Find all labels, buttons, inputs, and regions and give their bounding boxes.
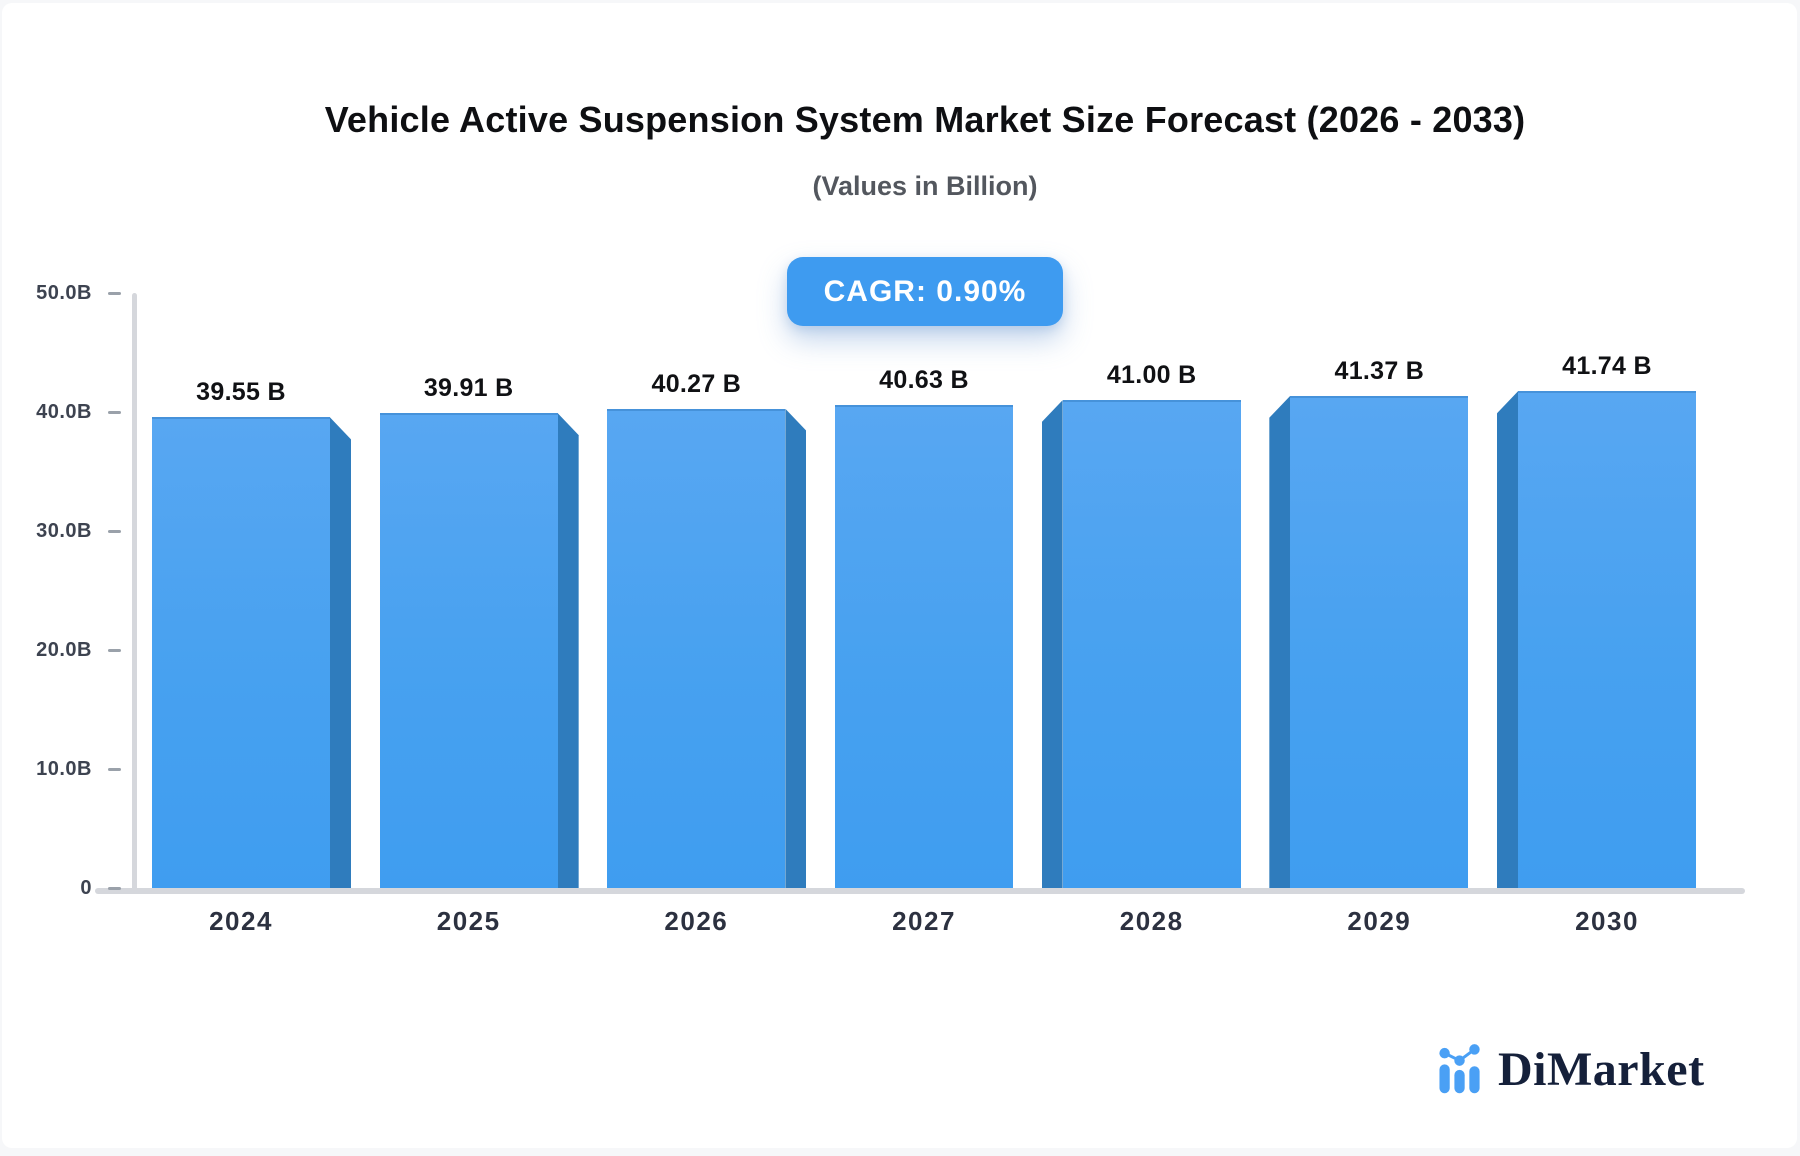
y-tick-label-2: 30.0B — [36, 520, 92, 542]
bar-value-label-2029: 41.37 B — [1334, 356, 1425, 385]
bar-value-label-2024: 39.55 B — [196, 378, 286, 407]
bar-3d-side-2026 — [785, 408, 807, 888]
y-tick-mark-0 — [108, 291, 121, 295]
y-tick-label-3: 20.0B — [36, 639, 92, 661]
bar-value-label-2030: 41.74 B — [1562, 352, 1652, 381]
y-tick-mark-3 — [108, 648, 121, 652]
brand-logo: DiMarket — [1432, 1041, 1705, 1097]
bar-value-label-2027: 40.63 B — [879, 365, 969, 394]
bar-3d-side-2029 — [1269, 395, 1291, 888]
bar-value-label-2025: 39.91 B — [423, 374, 514, 403]
x-axis-label-2024: 2024 — [209, 906, 273, 936]
y-tick-mark-2 — [108, 529, 121, 533]
x-axis-label-2030: 2030 — [1575, 906, 1639, 936]
x-axis-label-2025: 2025 — [436, 906, 501, 936]
brand-name: DiMarket — [1498, 1042, 1705, 1096]
x-axis-label-2028: 2028 — [1119, 906, 1184, 936]
x-axis-label-2029: 2029 — [1347, 906, 1412, 936]
bar-2030[interactable] — [1518, 391, 1696, 888]
bar-3d-side-2030 — [1497, 391, 1518, 888]
bar-3d-side-2025 — [557, 413, 579, 888]
y-axis-line — [132, 293, 137, 893]
bar-3d-side-2024 — [330, 417, 351, 888]
chart-title: Vehicle Active Suspension System Market … — [324, 99, 1526, 140]
bar-2025[interactable] — [379, 413, 558, 888]
bar-2027[interactable] — [835, 404, 1013, 888]
bar-value-label-2028: 41.00 B — [1106, 361, 1197, 390]
y-tick-label-1: 40.0B — [36, 401, 92, 423]
chart-subtitle: (Values in Billion) — [812, 171, 1038, 201]
cagr-badge: CAGR: 0.90% — [787, 257, 1063, 326]
bar-chart-logo-icon — [1432, 1041, 1488, 1097]
y-tick-mark-1 — [108, 410, 121, 414]
y-tick-label-5: 0 — [80, 877, 92, 899]
x-axis-baseline — [95, 888, 1745, 894]
bar-2028[interactable] — [1062, 400, 1241, 888]
y-tick-label-0: 50.0B — [36, 282, 92, 304]
bar-2026[interactable] — [607, 408, 786, 888]
x-axis-label-2026: 2026 — [664, 906, 729, 936]
bar-2024[interactable] — [152, 417, 330, 888]
bar-3d-side-2028 — [1041, 400, 1063, 888]
bar-value-label-2026: 40.27 B — [651, 369, 742, 398]
x-axis-label-2027: 2027 — [892, 906, 956, 936]
chart-card: Vehicle Active Suspension System Market … — [2, 3, 1797, 1148]
y-tick-mark-5 — [108, 886, 121, 890]
y-tick-label-4: 10.0B — [36, 758, 92, 780]
bar-2029[interactable] — [1290, 395, 1469, 888]
y-tick-mark-4 — [108, 767, 121, 771]
